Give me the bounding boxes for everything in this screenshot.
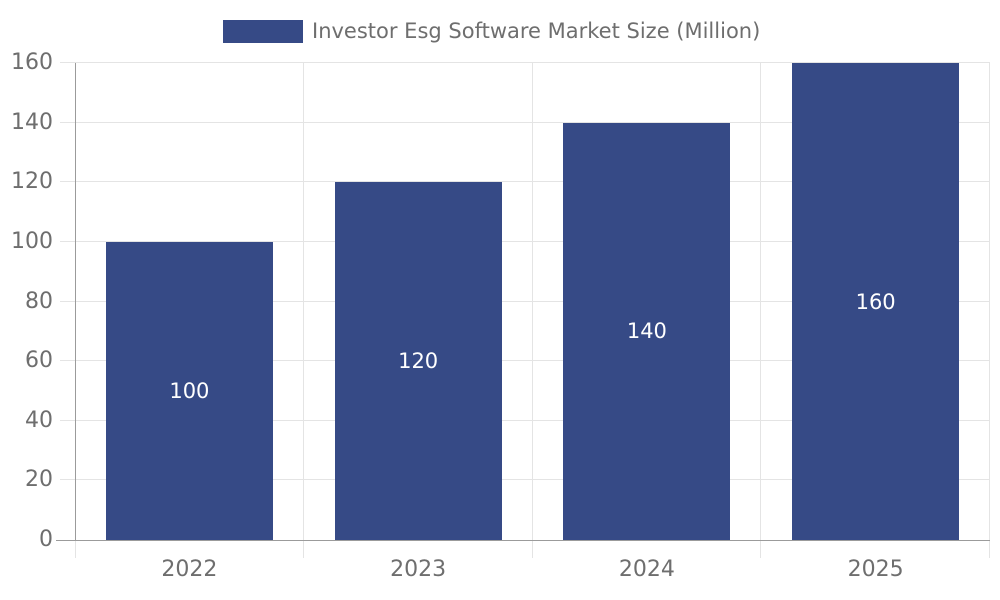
y-tick-label: 0 (39, 527, 53, 552)
bar-value-label: 160 (855, 289, 896, 314)
bar-2024 (563, 122, 731, 540)
bar-value-label: 120 (398, 349, 439, 374)
x-tick-label: 2025 (847, 557, 904, 582)
bar-value-label: 140 (626, 319, 667, 344)
y-gridline (75, 121, 990, 123)
y-gridline (75, 62, 990, 63)
y-gridline (75, 479, 990, 481)
legend-swatch-icon (223, 20, 303, 43)
y-gridline (75, 300, 990, 302)
x-tick-mark (75, 540, 76, 558)
legend-label: Investor Esg Software Market Size (Milli… (312, 19, 761, 43)
y-tick-label: 60 (25, 348, 53, 374)
x-gridline (760, 63, 762, 558)
y-gridline (75, 419, 990, 421)
y-tick-label: 160 (11, 50, 53, 75)
bar-2023 (334, 182, 502, 540)
x-gridline (989, 63, 990, 558)
y-tick-label: 40 (25, 407, 53, 433)
y-axis-line (75, 63, 76, 540)
bar-2025 (792, 63, 960, 540)
y-tick-mark (60, 479, 75, 481)
y-tick-mark (60, 300, 75, 302)
legend: Investor Esg Software Market Size (Milli… (0, 0, 1000, 55)
y-tick-label: 20 (25, 467, 53, 493)
bar-value-label: 100 (169, 378, 210, 403)
x-gridline (302, 63, 304, 558)
x-tick-label: 2024 (618, 557, 675, 582)
y-tick-mark (60, 240, 75, 242)
y-gridline (75, 181, 990, 183)
y-gridline (75, 360, 990, 362)
y-tick-label: 140 (11, 109, 53, 135)
y-tick-mark (60, 62, 75, 63)
x-gridline (531, 63, 533, 558)
x-tick-label: 2022 (161, 557, 218, 582)
y-tick-mark (60, 181, 75, 183)
y-gridline (75, 240, 990, 242)
x-tick-label: 2023 (390, 557, 447, 582)
y-tick-mark (60, 419, 75, 421)
y-tick-mark (60, 360, 75, 362)
y-tick-label: 100 (11, 228, 53, 254)
x-axis-line (56, 540, 990, 541)
y-tick-mark (60, 121, 75, 123)
y-tick-label: 80 (25, 288, 53, 314)
y-tick-label: 120 (11, 169, 53, 195)
bar-2022 (105, 241, 273, 540)
